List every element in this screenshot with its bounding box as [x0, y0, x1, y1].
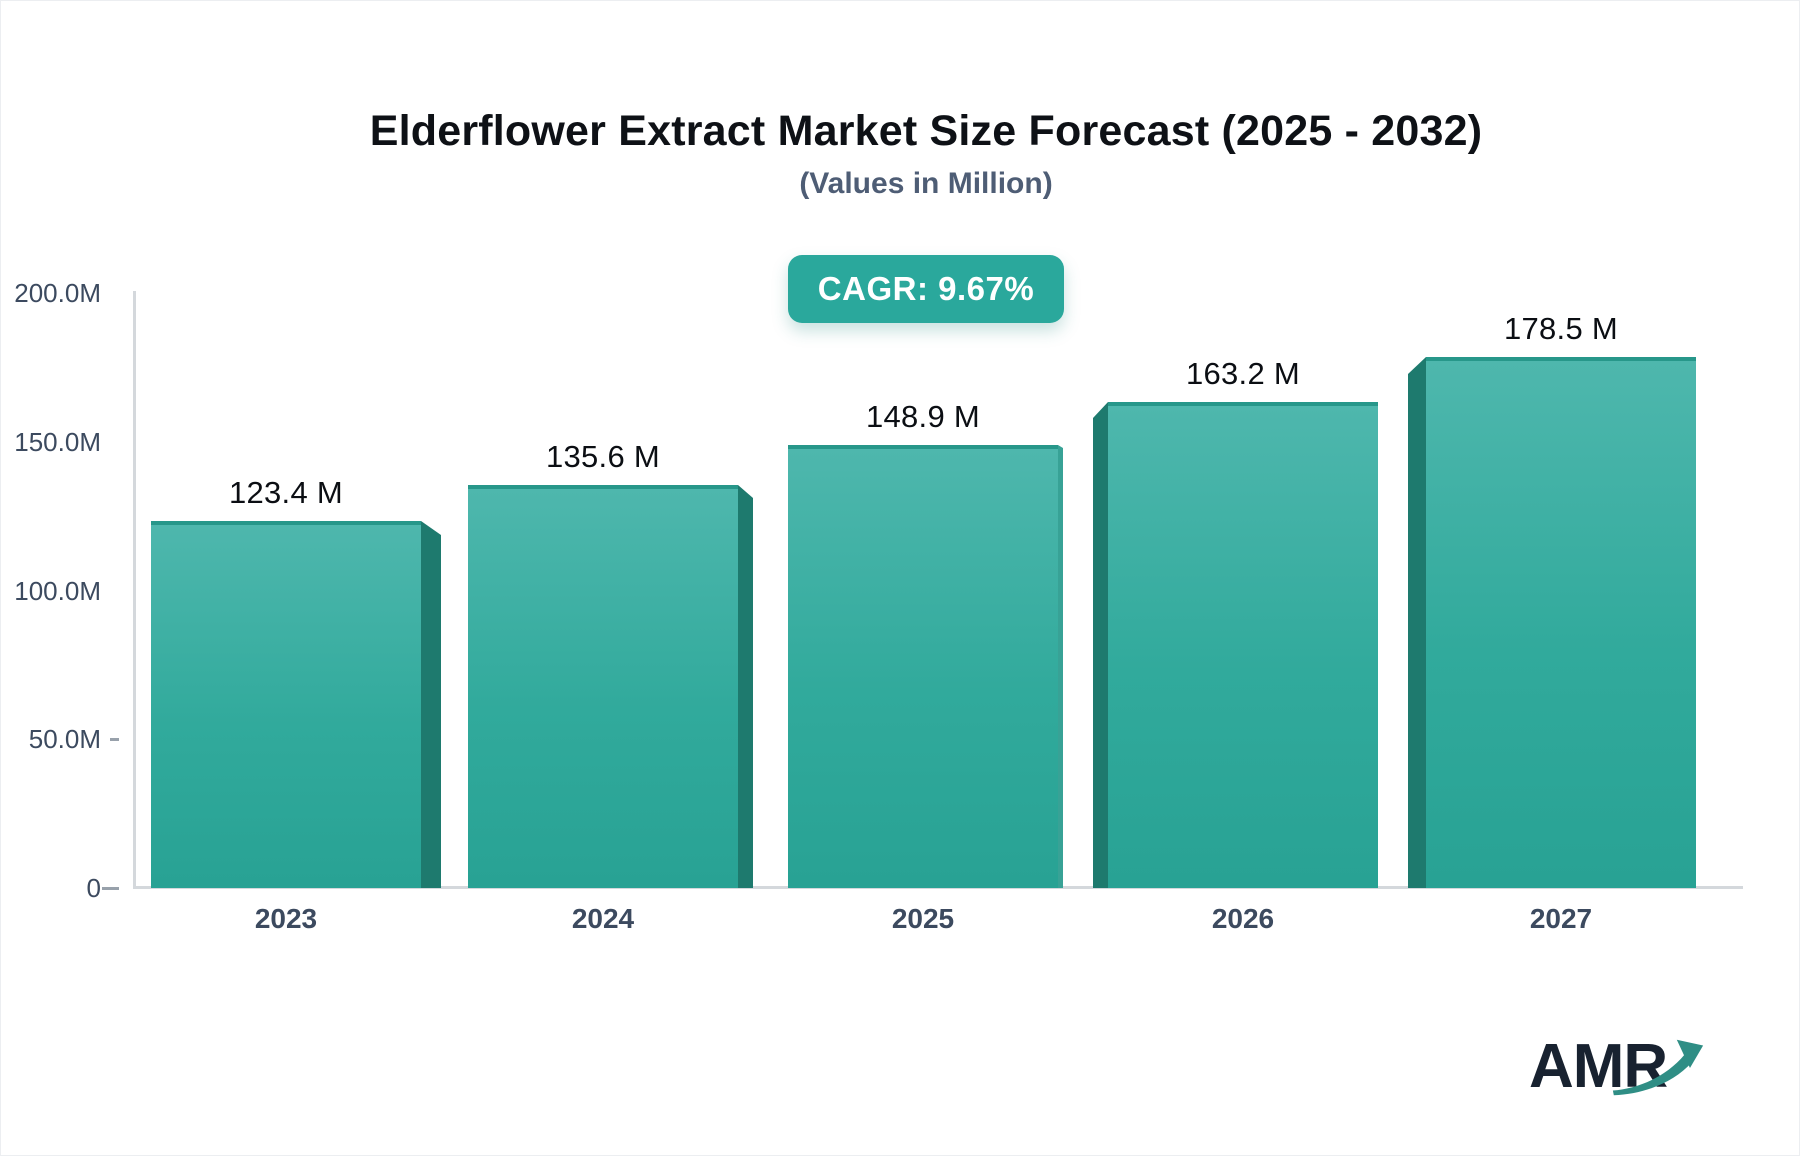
- y-axis-tick: [102, 887, 119, 890]
- bar-value-label: 178.5 M: [1503, 311, 1619, 346]
- x-axis-label-2024: 2024: [571, 903, 635, 934]
- bar-2027: [1426, 357, 1696, 888]
- y-axis-label: 50.0M: [28, 724, 101, 755]
- y-axis-label: 100.0M: [14, 575, 101, 606]
- bar-2024: [468, 485, 738, 888]
- x-axis-label-2025: 2025: [891, 903, 955, 934]
- cagr-badge: CAGR: 9.67%: [788, 255, 1064, 323]
- bar-side-2027: [1408, 357, 1426, 888]
- bar-value-label: 135.6 M: [545, 439, 661, 474]
- bar-2025: [788, 445, 1058, 888]
- y-axis-label: 200.0M: [14, 278, 101, 308]
- amr-logo: AMR: [1529, 1031, 1729, 1121]
- bar-2023: [151, 521, 421, 888]
- cagr-badge-label: CAGR: 9.67%: [817, 270, 1035, 307]
- bar-side-2025: [1058, 445, 1063, 888]
- x-axis-label-2026: 2026: [1211, 903, 1275, 934]
- growth-arrow-icon: [1612, 1039, 1704, 1096]
- y-axis-line: [133, 291, 136, 889]
- y-axis-label: 150.0M: [14, 426, 101, 457]
- bar-2026: [1108, 402, 1378, 888]
- bar-value-label: 123.4 M: [228, 475, 344, 510]
- y-axis-tick: [110, 738, 119, 742]
- bar-side-2023: [421, 521, 441, 888]
- bar-value-label: 163.2 M: [1185, 356, 1301, 391]
- x-axis-label-2023: 2023: [254, 903, 318, 934]
- chart-title: Elderflower Extract Market Size Forecast…: [369, 107, 1483, 155]
- chart-subtitle: (Values in Million): [799, 167, 1053, 200]
- x-axis-label-2027: 2027: [1529, 903, 1593, 934]
- bar-side-2026: [1093, 402, 1108, 888]
- y-axis-label: 0: [86, 873, 101, 903]
- bar-value-label: 148.9 M: [865, 399, 981, 434]
- bar-side-2024: [738, 485, 753, 888]
